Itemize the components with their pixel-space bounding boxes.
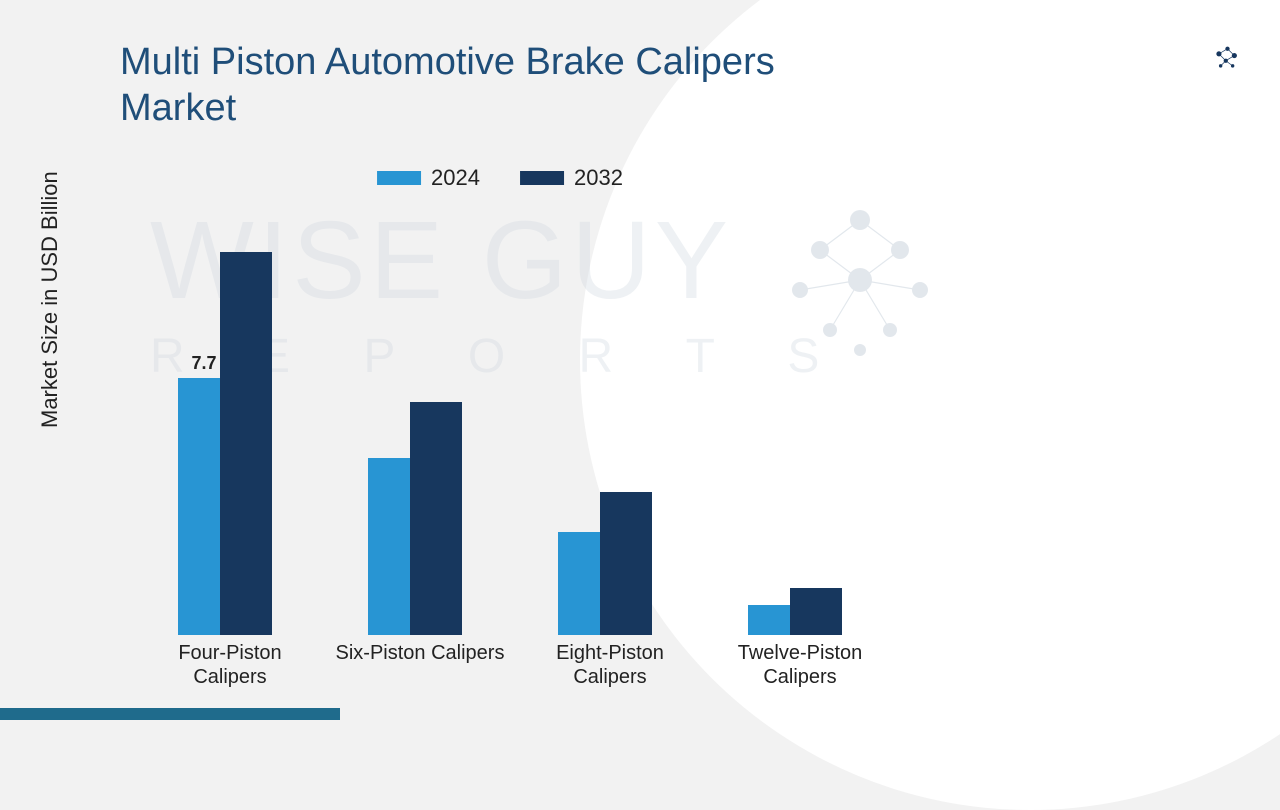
legend-swatch-a <box>377 171 421 185</box>
bar-series-b <box>790 588 842 635</box>
chart-area: Market Size in USD Billion 2024 2032 7.7… <box>60 165 940 695</box>
logo-head-icon <box>1200 35 1255 95</box>
y-axis-label: Market Size in USD Billion <box>37 171 63 428</box>
bar-series-b <box>220 252 272 635</box>
page: WISEGUY R E P O R T S Multi Piston Autom… <box>0 0 1280 720</box>
legend: 2024 2032 <box>377 165 623 191</box>
chart-title: Multi Piston Automotive Brake Calipers M… <box>120 40 840 131</box>
legend-item-2032: 2032 <box>520 165 623 191</box>
x-axis-label: Eight-Piston Calipers <box>520 641 700 689</box>
x-axis-label: Six-Piston Calipers <box>330 641 510 665</box>
plot-area: 7.7Four-Piston CalipersSix-Piston Calipe… <box>160 205 940 635</box>
brand-logo: WISEGUY R E P O R T S <box>1075 30 1250 71</box>
legend-swatch-b <box>520 171 564 185</box>
x-axis-label: Four-Piston Calipers <box>140 641 320 689</box>
bar-series-b <box>410 402 462 635</box>
bottom-accent-bar <box>0 708 340 720</box>
logo-guy: GUY <box>1146 30 1205 60</box>
legend-label-b: 2032 <box>574 165 623 191</box>
legend-label-a: 2024 <box>431 165 480 191</box>
bar-series-b <box>600 492 652 635</box>
legend-item-2024: 2024 <box>377 165 480 191</box>
bar-value-label: 7.7 <box>191 353 216 374</box>
x-axis-label: Twelve-Piston Calipers <box>710 641 890 689</box>
logo-wise: WISE <box>1075 30 1145 60</box>
